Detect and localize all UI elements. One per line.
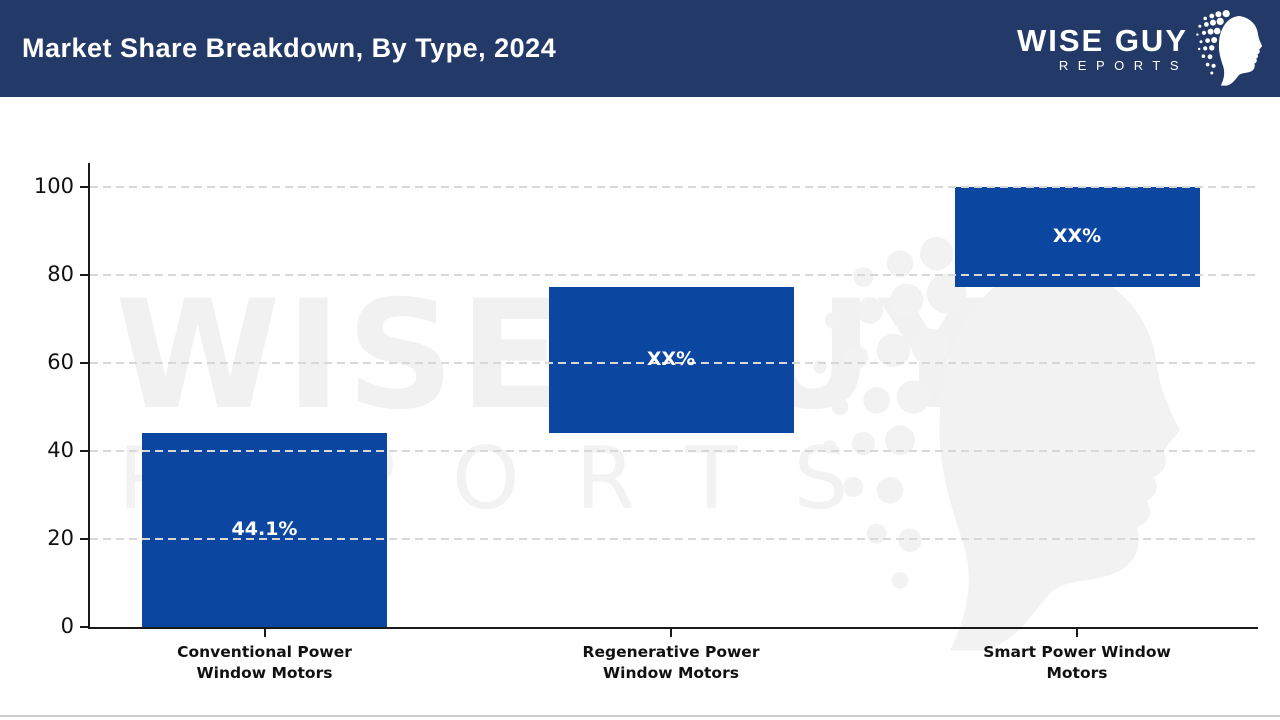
x-axis-category-label: Conventional Power Window Motors (95, 642, 435, 684)
chart-plot-area: WISE GUY REPORTS 0 20 40 60 80 100 44.1% Conven… (0, 97, 1280, 717)
gridline-40 (90, 450, 1257, 452)
gridline-60 (90, 362, 1257, 364)
bar-value-label: 44.1% (231, 517, 298, 540)
x-axis-tick (1076, 629, 1078, 637)
x-axis-category-label: Regenerative Power Window Motors (501, 642, 841, 684)
y-axis-tick (80, 450, 88, 452)
logo-subtitle: REPORTS (1058, 58, 1188, 73)
x-axis-tick (670, 629, 672, 637)
x-axis-tick (263, 629, 266, 637)
gridline-80 (90, 274, 1257, 276)
bar-segment (548, 286, 794, 433)
header-bar: Market Share Breakdown, By Type, 2024 WI… (0, 0, 1280, 97)
y-axis-tick-label: 20 (47, 526, 74, 550)
bar-segment (954, 187, 1200, 287)
y-axis-tick (80, 538, 88, 540)
bar-value-label: XX% (1052, 224, 1102, 247)
bottom-divider (0, 715, 1280, 717)
category-label-line: Window Motors (603, 664, 739, 682)
category-label-line: Regenerative Power (582, 643, 760, 661)
y-axis-tick (80, 626, 88, 628)
gridline-100 (90, 186, 1257, 188)
y-axis-tick-label: 0 (60, 614, 74, 638)
bar-segment (142, 432, 387, 627)
x-axis-category-label: Smart Power Window Motors (907, 642, 1247, 684)
wise-guy-reports-logo: WISE GUY REPORTS (1017, 7, 1264, 91)
dotted-face-icon (1196, 9, 1263, 86)
y-axis-tick-label: 80 (47, 262, 74, 286)
y-axis-tick-label: 100 (33, 174, 74, 198)
y-axis-spine (88, 163, 90, 629)
logo-wordmark: WISE GUY (1016, 23, 1188, 58)
y-axis-tick-label: 40 (47, 438, 74, 462)
bar-value-label: XX% (646, 347, 696, 370)
gridline-20 (90, 538, 1257, 540)
y-axis-tick (80, 362, 88, 364)
category-label-line: Window Motors (196, 664, 333, 682)
y-axis-tick (80, 274, 88, 276)
category-label-line: Motors (1046, 664, 1108, 682)
y-axis-tick (80, 186, 88, 188)
category-label-line: Smart Power Window (983, 643, 1171, 661)
page-title: Market Share Breakdown, By Type, 2024 (22, 33, 557, 63)
category-label-line: Conventional Power (177, 643, 352, 661)
x-axis-spine (88, 627, 1258, 629)
logo-text: WISE GUY REPORTS (1017, 25, 1188, 72)
y-axis-tick-label: 60 (47, 350, 74, 374)
